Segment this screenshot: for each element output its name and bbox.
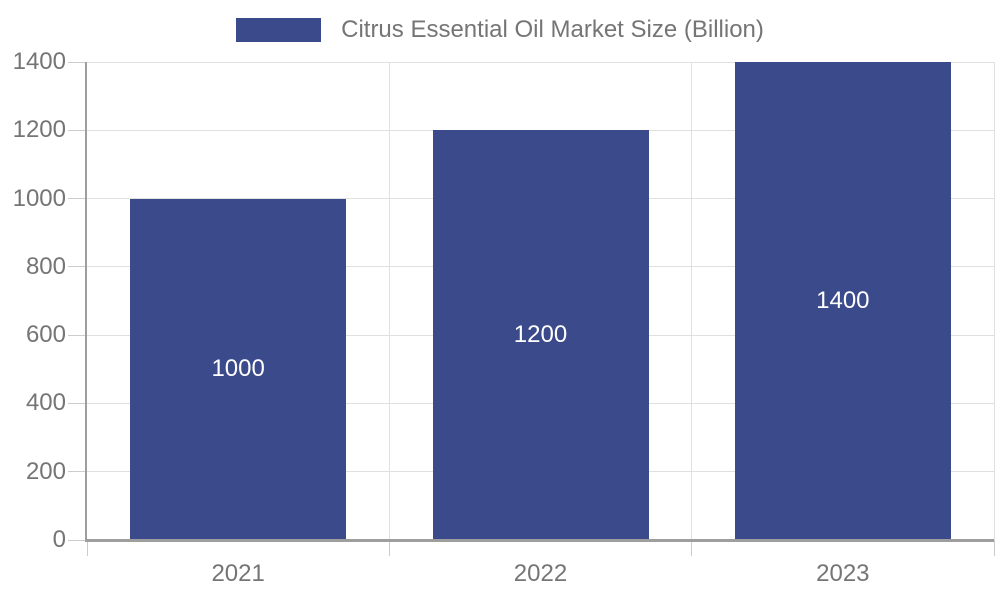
y-axis-tick-mark (68, 61, 87, 63)
bar-value-label: 1200 (513, 321, 568, 349)
gridline-vertical (691, 62, 693, 540)
y-axis-tick-mark (68, 471, 87, 473)
x-axis-tick-label: 2021 (211, 560, 265, 587)
bar-2023[interactable] (734, 62, 951, 540)
legend-swatch[interactable] (236, 18, 322, 42)
x-axis-tick-mark (993, 540, 995, 556)
x-axis-tick-mark (86, 540, 88, 556)
legend-label: Citrus Essential Oil Market Size (Billio… (341, 16, 764, 43)
y-axis-tick-label: 1200 (12, 116, 66, 144)
y-axis-tick-mark (68, 266, 87, 268)
gridline-horizontal (87, 61, 994, 63)
y-axis-tick-mark (68, 539, 87, 541)
bar-2022[interactable] (432, 130, 649, 540)
y-axis-line (85, 62, 87, 540)
y-axis-tick-mark (68, 129, 87, 131)
y-axis-tick-label: 400 (25, 389, 66, 417)
bar-value-label: 1400 (816, 287, 870, 314)
y-axis-tick-label: 1400 (12, 48, 66, 75)
y-axis-tick-mark (68, 334, 87, 336)
x-axis-tick-label: 2023 (816, 560, 870, 587)
y-axis-tick-mark (68, 198, 87, 200)
y-axis-tick-label: 800 (25, 252, 66, 280)
x-axis-line (85, 538, 994, 542)
chart-legend[interactable]: Citrus Essential Oil Market Size (Billio… (0, 15, 1000, 45)
gridline-vertical (993, 62, 995, 540)
y-axis-tick-label: 200 (25, 457, 66, 485)
y-axis-tick-mark (68, 402, 87, 404)
x-axis-tick-label: 2022 (513, 560, 568, 587)
y-axis-tick-label: 1000 (12, 184, 66, 212)
y-axis-tick-label: 0 (52, 526, 66, 553)
y-axis-tick-label: 600 (25, 321, 66, 349)
gridline-vertical (388, 62, 390, 540)
x-axis-tick-mark (691, 540, 693, 556)
bar-value-label: 1000 (211, 355, 265, 383)
bar-2021[interactable] (130, 198, 347, 540)
x-axis-tick-mark (388, 540, 390, 556)
